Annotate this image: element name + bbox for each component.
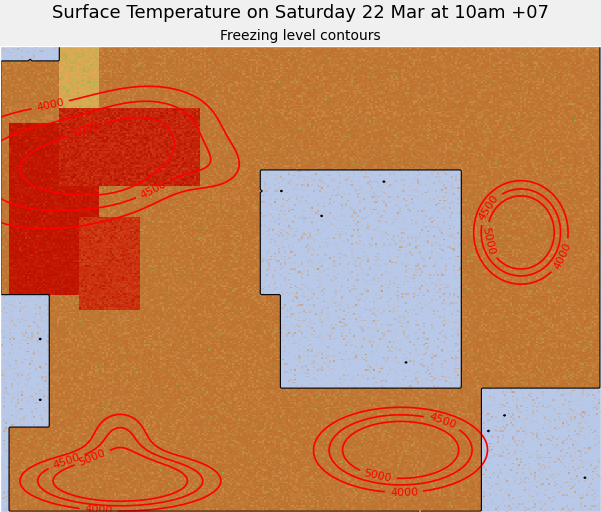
Text: Freezing level contours: Freezing level contours (220, 29, 381, 43)
Text: 4000: 4000 (390, 487, 418, 498)
Text: 5000: 5000 (72, 120, 102, 139)
Text: 4000: 4000 (35, 97, 65, 113)
Text: 4500: 4500 (427, 412, 457, 431)
Text: 4000: 4000 (552, 242, 573, 271)
Text: 4000: 4000 (84, 504, 113, 512)
Text: 4500: 4500 (52, 452, 81, 471)
Text: Surface Temperature on Saturday 22 Mar at 10am +07: Surface Temperature on Saturday 22 Mar a… (52, 4, 549, 22)
Text: 5000: 5000 (481, 226, 496, 255)
Text: 5000: 5000 (363, 468, 392, 484)
Text: 4500: 4500 (477, 193, 500, 222)
Text: 4500: 4500 (138, 179, 168, 200)
Text: 5000: 5000 (78, 449, 108, 468)
